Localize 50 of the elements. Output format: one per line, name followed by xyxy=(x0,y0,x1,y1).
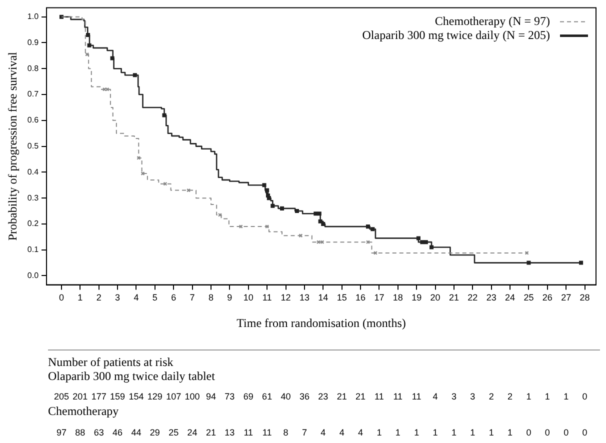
x-axis-title: Time from randomisation (months) xyxy=(236,316,406,330)
x-tick-label: 24 xyxy=(505,292,516,303)
y-tick-label: 0.6 xyxy=(27,116,40,125)
y-tick-label: 0.2 xyxy=(27,219,40,228)
x-tick-label: 0 xyxy=(58,292,64,303)
y-tick-label: 0.5 xyxy=(27,142,40,151)
legend-label: Chemotherapy (N = 97) xyxy=(434,14,550,28)
x-tick-label: 15 xyxy=(336,292,347,303)
legend-label: Olaparib 300 mg twice daily (N = 205) xyxy=(362,28,550,42)
x-tick-label: 17 xyxy=(374,292,384,303)
x-tick-label: 16 xyxy=(356,292,366,303)
x-tick-label: 11 xyxy=(262,292,272,303)
x-tick-label: 1 xyxy=(78,292,83,303)
y-tick-label: 0.8 xyxy=(27,64,40,73)
x-tick-label: 23 xyxy=(486,292,496,303)
text: Olaparib 300 mg twice daily tablet xyxy=(48,369,216,384)
x-tick-label: 27 xyxy=(561,292,572,303)
y-tick-label: 1.0 xyxy=(27,12,40,22)
y-tick-label: 0.0 xyxy=(27,270,40,280)
x-tick-label: 2 xyxy=(96,292,102,303)
x-tick-label: 10 xyxy=(243,292,254,303)
point xyxy=(140,171,145,176)
text: 97 88 63 46 44 29 25 24 21 13 11 11 8 7 4 4 4 1 1 1 1 1 1 1 1 0 0 0 0 xyxy=(56,427,588,438)
text: Number of patients at risk xyxy=(48,355,174,370)
y-tick-label: 0.1 xyxy=(27,245,40,254)
x-tick-label: 8 xyxy=(208,292,214,303)
x-tick-label: 3 xyxy=(115,292,120,303)
text: Chemotherapy xyxy=(48,404,119,418)
x-tick-label: 6 xyxy=(171,292,176,303)
x-tick-label: 13 xyxy=(299,292,310,303)
y-tick-label: 0.4 xyxy=(27,167,40,176)
x-tick-label: 25 xyxy=(524,292,534,303)
x-tick-label: 22 xyxy=(468,292,478,303)
x-tick-label: 12 xyxy=(280,292,291,303)
x-tick-label: 19 xyxy=(412,292,422,303)
x-tick-label: 9 xyxy=(227,292,232,303)
x-tick-label: 21 xyxy=(448,292,459,303)
x-tick-label: 18 xyxy=(392,292,403,303)
y-tick-label: 0.3 xyxy=(27,193,40,202)
text: 205 201 177 159 154 129 107 100 94 73 69 61 40 36 23 21 21 11 11 11 4 3 3 2 2 1 1 1 0 xyxy=(54,391,588,402)
x-tick-label: 4 xyxy=(134,292,139,303)
y-tick-label: 0.7 xyxy=(27,90,40,99)
x-tick-label: 14 xyxy=(318,292,328,303)
x-tick-label: 28 xyxy=(580,292,590,303)
x-tick-label: 5 xyxy=(152,292,158,303)
y-tick-label: 0.9 xyxy=(27,38,40,47)
x-tick-label: 20 xyxy=(430,292,440,303)
x-tick-label: 26 xyxy=(542,292,552,303)
x-tick-label: 7 xyxy=(190,292,195,303)
y-axis-title: Probability of progression free survival xyxy=(5,51,20,241)
